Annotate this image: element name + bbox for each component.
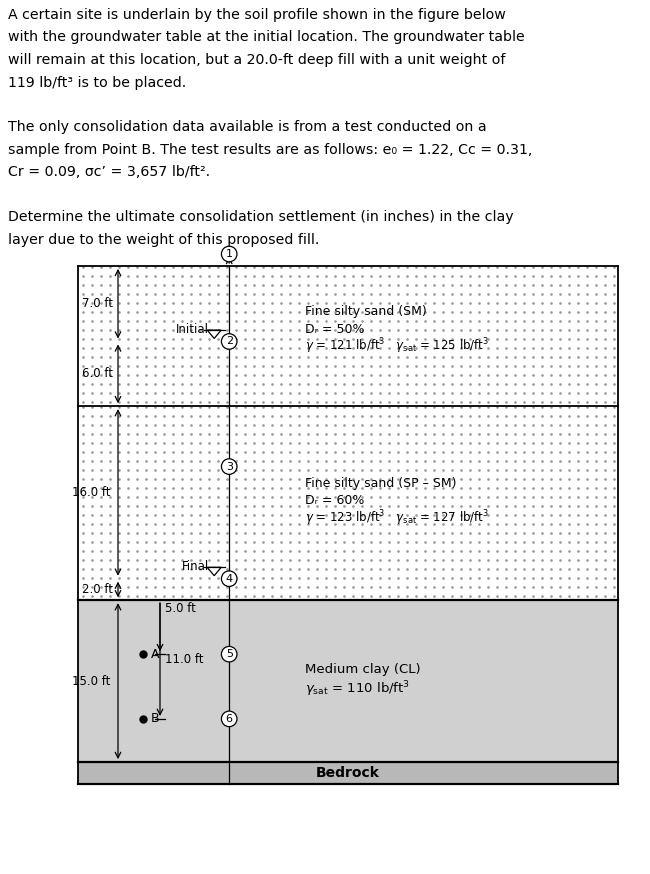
- Text: Medium clay (CL): Medium clay (CL): [305, 662, 421, 676]
- Text: 2.0 ft: 2.0 ft: [82, 583, 113, 596]
- Text: Fine silty sand (SP – SM): Fine silty sand (SP – SM): [305, 476, 456, 489]
- Text: $\gamma$ = 123 lb/ft$^3$   $\gamma_\mathrm{sat}$ = 127 lb/ft$^3$: $\gamma$ = 123 lb/ft$^3$ $\gamma_\mathrm…: [305, 509, 489, 528]
- Text: $\gamma_\mathrm{sat}$ = 110 lb/ft$^3$: $\gamma_\mathrm{sat}$ = 110 lb/ft$^3$: [305, 679, 410, 699]
- Text: B: B: [151, 712, 160, 725]
- Polygon shape: [207, 567, 221, 576]
- Text: 3: 3: [226, 461, 233, 472]
- Bar: [78, 762, 618, 784]
- Text: 7.0 ft: 7.0 ft: [82, 297, 113, 310]
- Text: A: A: [151, 648, 159, 661]
- Text: 4: 4: [226, 573, 233, 584]
- Text: layer due to the weight of this proposed fill.: layer due to the weight of this proposed…: [8, 233, 319, 247]
- Bar: [78, 600, 618, 762]
- Text: Initial: Initial: [176, 323, 209, 336]
- Text: with the groundwater table at the initial location. The groundwater table: with the groundwater table at the initia…: [8, 31, 525, 45]
- Text: Final: Final: [182, 560, 209, 573]
- Text: 11.0 ft: 11.0 ft: [165, 653, 203, 666]
- Text: Fine silty sand (SM): Fine silty sand (SM): [305, 304, 426, 317]
- Text: Cr = 0.09, σᴄ’ = 3,657 lb/ft².: Cr = 0.09, σᴄ’ = 3,657 lb/ft².: [8, 165, 210, 179]
- Text: 1: 1: [226, 249, 233, 259]
- Text: Dᵣ = 50%: Dᵣ = 50%: [305, 323, 364, 336]
- Text: 2: 2: [226, 336, 233, 346]
- Text: Bedrock: Bedrock: [316, 766, 380, 780]
- Text: Determine the ultimate consolidation settlement (in inches) in the clay: Determine the ultimate consolidation set…: [8, 211, 514, 225]
- Text: 15.0 ft: 15.0 ft: [72, 675, 110, 688]
- Text: 119 lb/ft³ is to be placed.: 119 lb/ft³ is to be placed.: [8, 75, 187, 89]
- Text: 6: 6: [226, 714, 233, 724]
- Text: The only consolidation data available is from a test conducted on a: The only consolidation data available is…: [8, 121, 487, 135]
- Text: will remain at this location, but a 20.0-ft deep fill with a unit weight of: will remain at this location, but a 20.0…: [8, 53, 506, 67]
- Text: 5.0 ft: 5.0 ft: [165, 602, 196, 614]
- Text: 5: 5: [226, 649, 233, 659]
- Polygon shape: [207, 330, 221, 338]
- Text: sample from Point B. The test results are as follows: e₀ = 1.22, Cc = 0.31,: sample from Point B. The test results ar…: [8, 143, 532, 157]
- Text: 6.0 ft: 6.0 ft: [82, 367, 113, 380]
- Text: 16.0 ft: 16.0 ft: [72, 486, 110, 499]
- Text: A certain site is underlain by the soil profile shown in the figure below: A certain site is underlain by the soil …: [8, 8, 506, 22]
- Text: $\gamma$ = 121 lb/ft$^3$   $\gamma_\mathrm{sat}$ = 125 lb/ft$^3$: $\gamma$ = 121 lb/ft$^3$ $\gamma_\mathrm…: [305, 336, 489, 356]
- Text: Dᵣ = 60%: Dᵣ = 60%: [305, 494, 364, 507]
